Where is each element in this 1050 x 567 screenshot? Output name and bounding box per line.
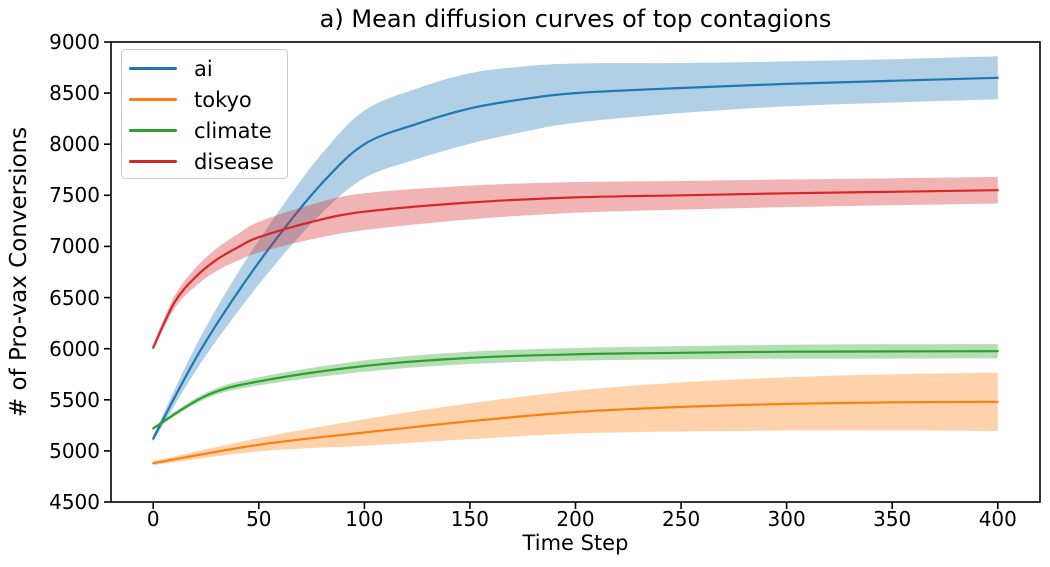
y-tick-label: 5000 bbox=[49, 438, 100, 463]
legend-item-disease: disease bbox=[122, 146, 287, 177]
x-tick-label: 100 bbox=[345, 507, 384, 531]
series-band-disease bbox=[153, 176, 998, 351]
legend-item-climate: climate bbox=[122, 115, 287, 146]
y-tick-label: 6500 bbox=[49, 285, 100, 310]
x-axis-label: Time Step bbox=[522, 531, 629, 555]
legend-line-icon bbox=[129, 129, 177, 132]
y-tick-label: 9000 bbox=[49, 30, 100, 54]
series-band-ai bbox=[153, 56, 998, 442]
legend-line-icon bbox=[129, 67, 177, 70]
x-tick-label: 150 bbox=[450, 507, 489, 531]
y-tick-label: 7500 bbox=[49, 183, 100, 208]
legend-label: ai bbox=[194, 56, 213, 81]
legend-line-icon bbox=[129, 98, 177, 101]
x-tick-label: 400 bbox=[978, 507, 1017, 531]
legend-item-tokyo: tokyo bbox=[122, 84, 287, 115]
y-tick-label: 6000 bbox=[49, 336, 100, 361]
y-tick-label: 8500 bbox=[49, 81, 100, 106]
y-tick-label: 8000 bbox=[49, 132, 100, 157]
series-line-tokyo bbox=[152, 400, 999, 465]
series-line-disease bbox=[152, 189, 999, 349]
legend-label: tokyo bbox=[194, 87, 252, 112]
x-tick-label: 350 bbox=[873, 507, 912, 531]
legend-label: disease bbox=[194, 149, 274, 174]
y-tick-label: 4500 bbox=[49, 490, 100, 514]
y-axis-label: # of Pro-vax Conversions bbox=[6, 126, 32, 418]
series-line-climate bbox=[152, 350, 999, 430]
y-tick-label: 5500 bbox=[49, 387, 100, 412]
x-tick-label: 50 bbox=[246, 507, 272, 531]
chart-title: a) Mean diffusion curves of top contagio… bbox=[319, 5, 832, 33]
legend-line-icon bbox=[129, 160, 177, 163]
x-tick-label: 0 bbox=[146, 507, 160, 531]
series-band-tokyo bbox=[153, 372, 998, 466]
legend-item-ai: ai bbox=[122, 53, 287, 84]
x-tick-label: 200 bbox=[556, 507, 595, 531]
legend-label: climate bbox=[194, 118, 272, 143]
legend: ai tokyo climate disease bbox=[121, 49, 288, 179]
x-tick-label: 300 bbox=[767, 507, 806, 531]
y-tick-label: 7000 bbox=[49, 234, 100, 259]
x-tick-label: 250 bbox=[662, 507, 701, 531]
series-line-ai bbox=[152, 76, 999, 440]
